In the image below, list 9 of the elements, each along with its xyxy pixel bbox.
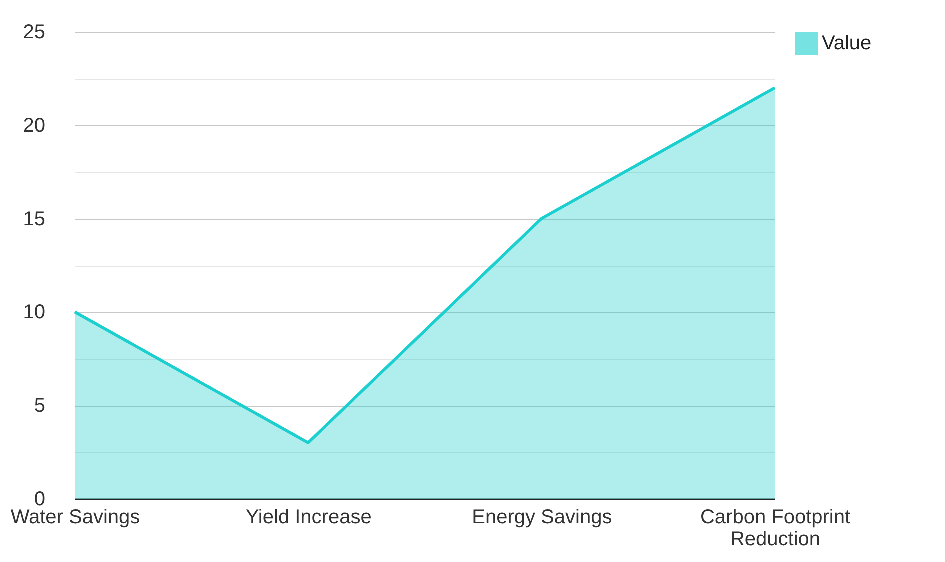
x-tick-label: Carbon Footprint Reduction [700,506,851,550]
x-tick-label: Energy Savings [472,506,612,528]
y-tick-label: 20 [23,114,46,137]
y-tick-label: 15 [23,208,46,230]
y-tick-label: 5 [34,395,46,418]
y-tick-label: 25 [23,22,46,44]
legend-label: Value [822,32,872,54]
x-tick-label: Yield Increase [246,506,372,528]
y-tick-label: 10 [23,302,46,324]
